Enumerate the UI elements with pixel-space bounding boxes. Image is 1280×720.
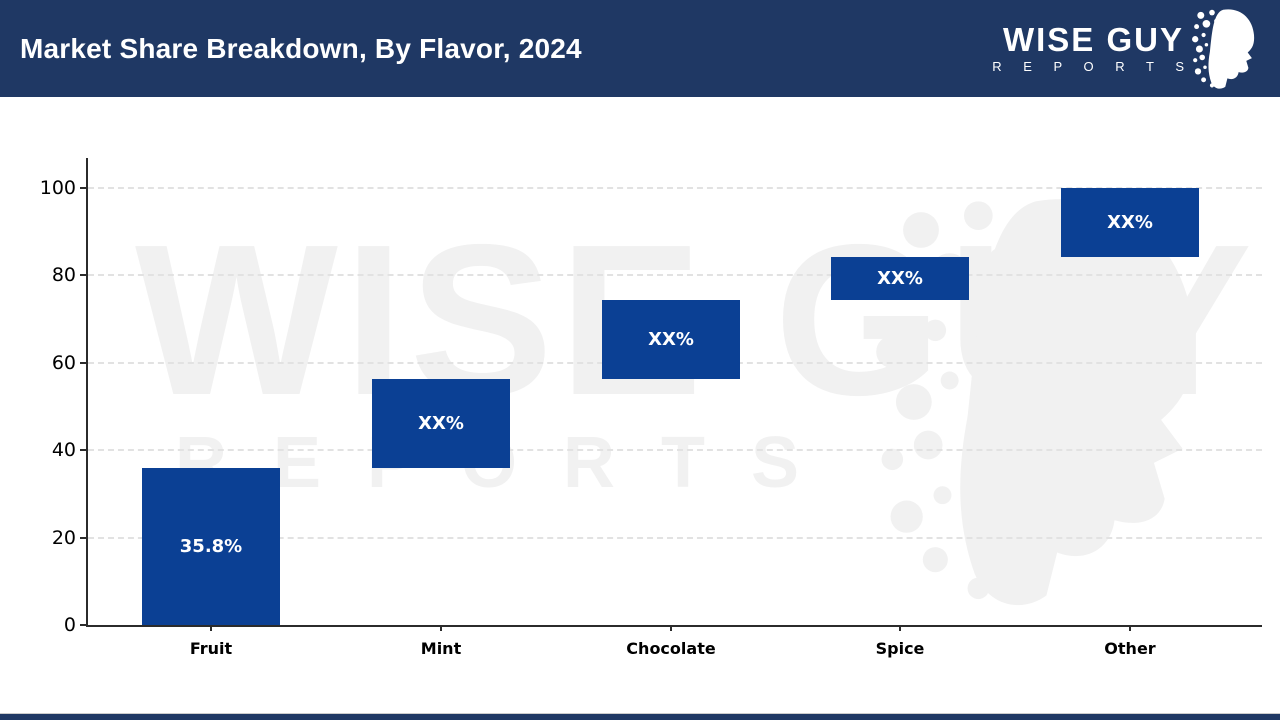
y-axis-tick bbox=[80, 536, 87, 539]
y-axis-tick-label: 100 bbox=[39, 176, 76, 199]
bar-mint: XX% bbox=[372, 379, 510, 469]
x-axis-tick bbox=[1129, 625, 1131, 631]
brand-subtitle: R E P O R T S bbox=[992, 59, 1193, 75]
bar-value-label: XX% bbox=[648, 329, 694, 351]
y-axis-tick-label: 80 bbox=[51, 264, 76, 286]
footer-hairline bbox=[0, 713, 1280, 714]
x-axis-tick bbox=[670, 625, 672, 631]
y-axis-tick bbox=[80, 186, 87, 189]
chart-area: WISE GUY REPORTS 0 20 40 60 80 100 35.8% XX% XX%… bbox=[0, 97, 1280, 714]
x-axis-tick bbox=[440, 625, 442, 631]
y-axis-tick bbox=[80, 624, 87, 626]
y-axis-tick bbox=[80, 449, 87, 451]
y-axis-tick bbox=[80, 361, 87, 364]
bar-other: XX% bbox=[1061, 187, 1199, 257]
y-axis-tick-label: 20 bbox=[51, 526, 76, 549]
bar-spice: XX% bbox=[831, 256, 969, 301]
bar-value-label: 35.8% bbox=[179, 536, 243, 558]
x-axis-category-label: Spice bbox=[875, 639, 925, 658]
brand-logo: WISE GUY R E P O R T S bbox=[992, 6, 1262, 91]
gridline bbox=[88, 449, 1262, 451]
bar-chocolate: XX% bbox=[602, 300, 740, 380]
brand-name: WISE GUY bbox=[1002, 20, 1184, 58]
gridline bbox=[88, 274, 1262, 276]
y-axis-line bbox=[86, 158, 88, 627]
footer-bar bbox=[0, 714, 1280, 720]
bar-value-label: XX% bbox=[877, 268, 923, 289]
brand-logo-text: WISE GUY R E P O R T S bbox=[992, 20, 1184, 74]
x-axis-category-label: Mint bbox=[420, 639, 462, 658]
y-axis-tick-label: 0 bbox=[63, 614, 76, 636]
brand-face-icon bbox=[1192, 8, 1255, 89]
header: Market Share Breakdown, By Flavor, 2024 … bbox=[0, 0, 1280, 97]
gridline bbox=[88, 186, 1262, 189]
x-axis-category-label: Fruit bbox=[189, 639, 233, 658]
y-axis-tick-label: 40 bbox=[51, 439, 76, 461]
x-axis-line bbox=[86, 625, 1262, 627]
page-title: Market Share Breakdown, By Flavor, 2024 bbox=[20, 32, 582, 64]
x-axis-category-label: Chocolate bbox=[626, 639, 716, 658]
x-axis-tick bbox=[899, 625, 901, 631]
bar-fruit: 35.8% bbox=[142, 468, 280, 625]
y-axis-tick-label: 60 bbox=[51, 351, 76, 374]
bar-value-label: XX% bbox=[418, 413, 464, 435]
y-axis-tick bbox=[80, 274, 87, 276]
bar-value-label: XX% bbox=[1107, 211, 1153, 233]
gridline bbox=[88, 536, 1262, 539]
x-axis-tick bbox=[210, 625, 212, 631]
x-axis-category-label: Other bbox=[1104, 639, 1156, 658]
